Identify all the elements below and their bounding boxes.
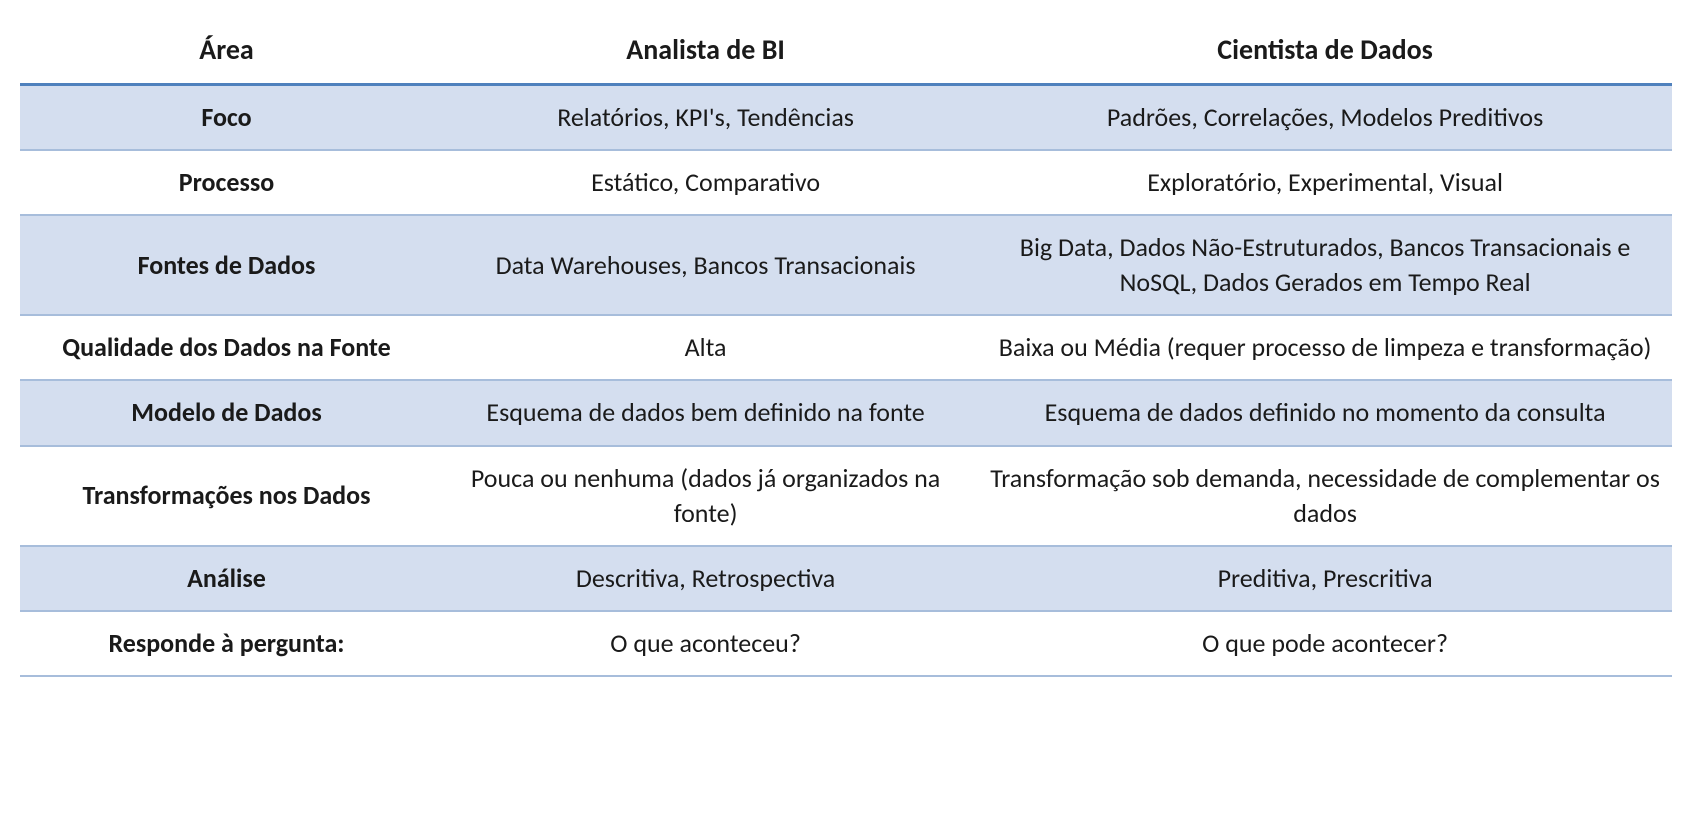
ds-cell: Baixa ou Média (requer processo de limpe… <box>978 315 1672 380</box>
table-row: Qualidade dos Dados na Fonte Alta Baixa … <box>20 315 1672 380</box>
header-data-scientist: Cientista de Dados <box>978 20 1672 85</box>
area-cell: Análise <box>20 546 433 611</box>
ds-cell: Esquema de dados definido no momento da … <box>978 380 1672 445</box>
header-area: Área <box>20 20 433 85</box>
area-cell: Qualidade dos Dados na Fonte <box>20 315 433 380</box>
bi-cell: O que aconteceu? <box>433 611 978 676</box>
table-row: Responde à pergunta: O que aconteceu? O … <box>20 611 1672 676</box>
area-cell: Processo <box>20 150 433 215</box>
area-cell: Transformações nos Dados <box>20 446 433 546</box>
table-row: Análise Descritiva, Retrospectiva Predit… <box>20 546 1672 611</box>
table-row: Fontes de Dados Data Warehouses, Bancos … <box>20 215 1672 315</box>
table-row: Modelo de Dados Esquema de dados bem def… <box>20 380 1672 445</box>
bi-cell: Descritiva, Retrospectiva <box>433 546 978 611</box>
table-row: Transformações nos Dados Pouca ou nenhum… <box>20 446 1672 546</box>
bi-cell: Pouca ou nenhuma (dados já organizados n… <box>433 446 978 546</box>
area-cell: Fontes de Dados <box>20 215 433 315</box>
ds-cell: Padrões, Correlações, Modelos Preditivos <box>978 85 1672 151</box>
ds-cell: Exploratório, Experimental, Visual <box>978 150 1672 215</box>
table-header-row: Área Analista de BI Cientista de Dados <box>20 20 1672 85</box>
bi-cell: Data Warehouses, Bancos Transacionais <box>433 215 978 315</box>
bi-cell: Alta <box>433 315 978 380</box>
area-cell: Responde à pergunta: <box>20 611 433 676</box>
ds-cell: O que pode acontecer? <box>978 611 1672 676</box>
bi-cell: Esquema de dados bem definido na fonte <box>433 380 978 445</box>
comparison-table: Área Analista de BI Cientista de Dados F… <box>20 20 1672 677</box>
ds-cell: Big Data, Dados Não-Estruturados, Bancos… <box>978 215 1672 315</box>
area-cell: Modelo de Dados <box>20 380 433 445</box>
header-bi-analyst: Analista de BI <box>433 20 978 85</box>
table-row: Processo Estático, Comparativo Explorató… <box>20 150 1672 215</box>
area-cell: Foco <box>20 85 433 151</box>
bi-cell: Estático, Comparativo <box>433 150 978 215</box>
ds-cell: Preditiva, Prescritiva <box>978 546 1672 611</box>
table-row: Foco Relatórios, KPI's, Tendências Padrõ… <box>20 85 1672 151</box>
comparison-table-wrapper: Área Analista de BI Cientista de Dados F… <box>20 20 1672 677</box>
bi-cell: Relatórios, KPI's, Tendências <box>433 85 978 151</box>
ds-cell: Transformação sob demanda, necessidade d… <box>978 446 1672 546</box>
